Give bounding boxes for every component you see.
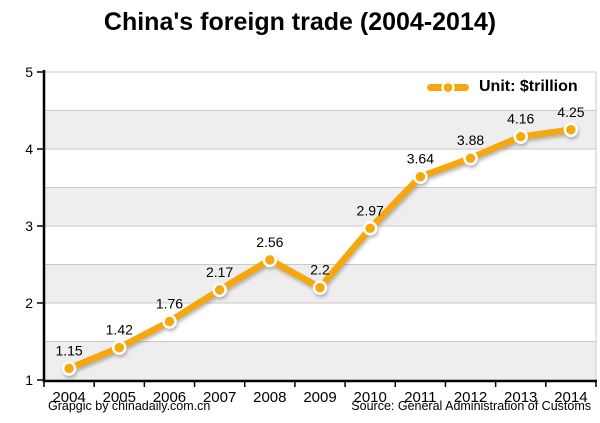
data-point-2009 bbox=[312, 280, 328, 295]
data-point-2005 bbox=[112, 340, 127, 355]
data-label: 2.97 bbox=[357, 202, 384, 218]
x-tick-label: 2013 bbox=[504, 389, 537, 406]
y-tick-label: 4 bbox=[25, 141, 33, 157]
plot-band bbox=[44, 187, 596, 226]
data-point-2010 bbox=[362, 221, 378, 236]
legend-label: Unit: $trillion bbox=[479, 78, 578, 95]
data-label: 3.64 bbox=[407, 151, 434, 167]
data-point-2007 bbox=[212, 282, 227, 298]
data-point-2004 bbox=[61, 361, 77, 376]
x-tick-label: 2007 bbox=[203, 389, 236, 406]
x-tick-label: 2014 bbox=[554, 389, 587, 406]
x-tick-label: 2011 bbox=[404, 389, 436, 406]
source-text: Source: General Administration of Custom… bbox=[351, 399, 591, 413]
data-label: 3.88 bbox=[457, 132, 484, 148]
line-marker-icon bbox=[427, 80, 469, 95]
plot-band bbox=[44, 341, 596, 380]
legend-marker-dot bbox=[441, 80, 455, 95]
chart-title: China's foreign trade (2004-2014) bbox=[103, 8, 497, 36]
x-tick-label: 2009 bbox=[303, 389, 336, 406]
series-group bbox=[61, 122, 579, 376]
data-point-2012 bbox=[463, 150, 478, 166]
data-point-2013 bbox=[513, 129, 528, 144]
data-label: 1.76 bbox=[156, 295, 183, 311]
data-label: 1.42 bbox=[106, 322, 133, 338]
data-label: 2.2 bbox=[310, 262, 330, 278]
y-tick-label: 3 bbox=[25, 218, 33, 234]
x-tick-label: 2005 bbox=[103, 389, 136, 406]
data-label: 4.16 bbox=[507, 111, 534, 127]
x-tick-label: 2008 bbox=[253, 389, 286, 406]
data-label: 2.56 bbox=[256, 234, 283, 250]
x-tick-label: 2010 bbox=[353, 389, 386, 406]
credit-text: Grapgic by chinadaily.com.cn bbox=[48, 399, 211, 413]
x-tick-label: 2006 bbox=[153, 389, 186, 406]
chart-legend: Unit: $trillion bbox=[426, 76, 578, 98]
data-point-2006 bbox=[162, 314, 177, 329]
data-label: 1.15 bbox=[55, 342, 82, 358]
data-point-2008 bbox=[262, 252, 278, 268]
x-tick-label: 2012 bbox=[454, 389, 487, 406]
y-tick-label: 1 bbox=[25, 372, 33, 388]
data-label: 4.25 bbox=[557, 104, 584, 120]
data-label: 2.17 bbox=[206, 264, 233, 280]
y-tick-label: 5 bbox=[25, 64, 33, 80]
x-tick-label: 2004 bbox=[52, 389, 85, 406]
trade-line bbox=[65, 126, 575, 372]
data-point-2014 bbox=[563, 122, 579, 137]
data-point-2011 bbox=[413, 169, 428, 184]
y-tick-label: 2 bbox=[25, 295, 33, 311]
